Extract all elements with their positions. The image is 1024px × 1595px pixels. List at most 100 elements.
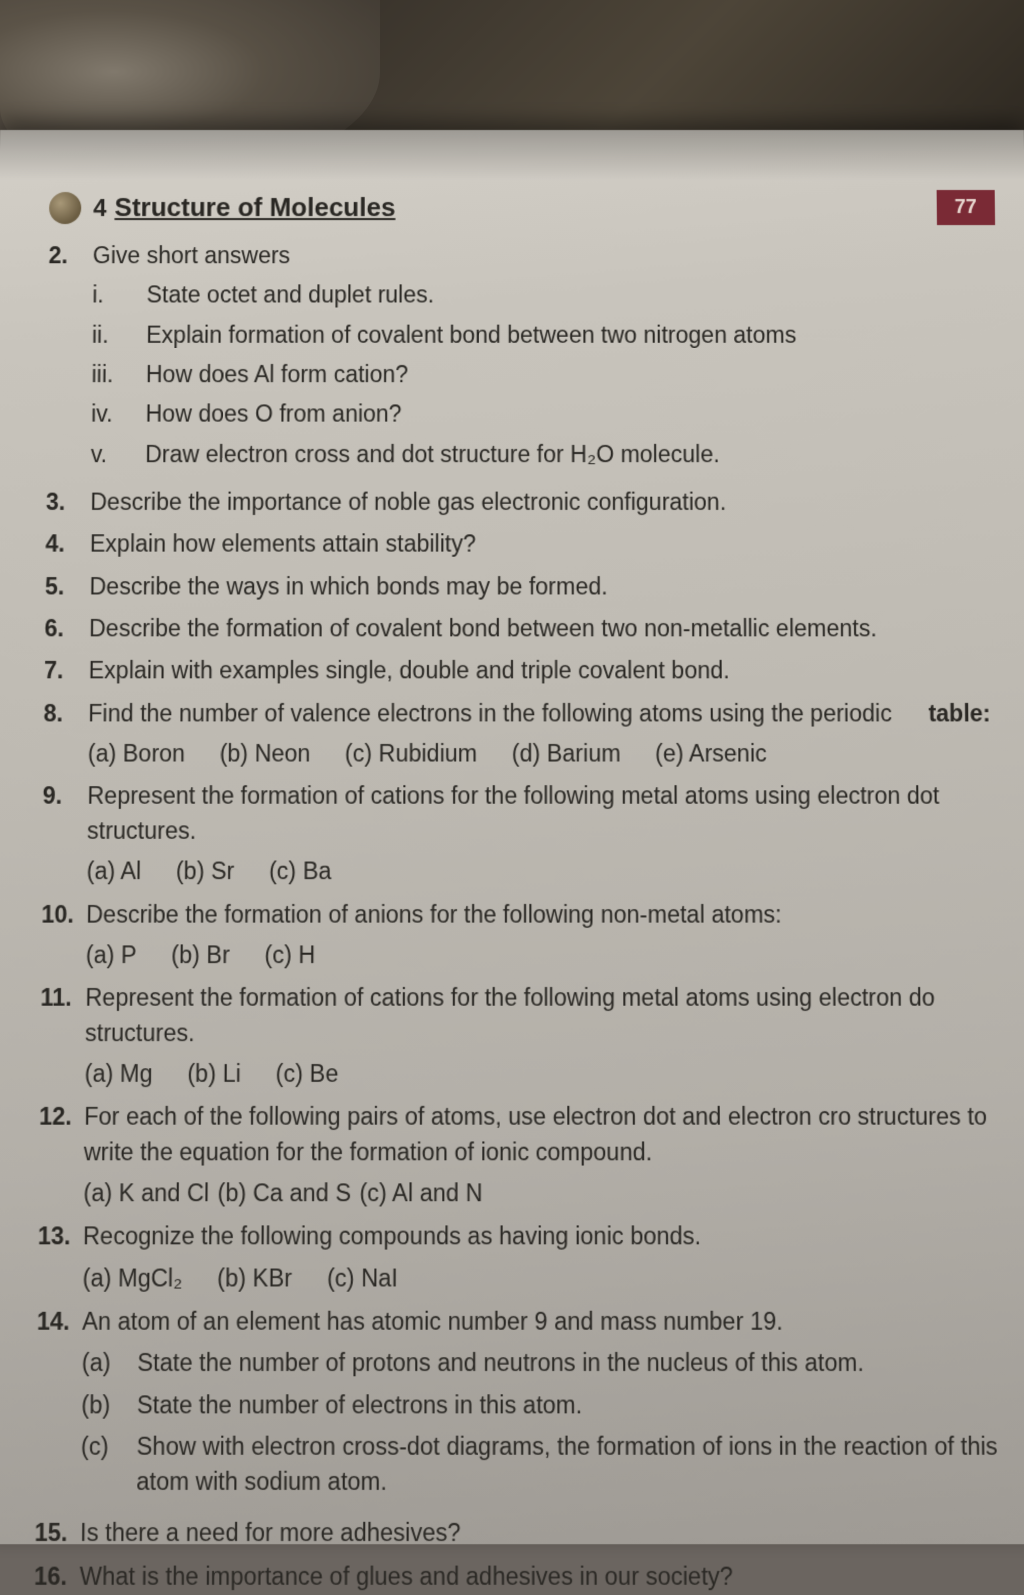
- question-text: Find the number of valence electrons in …: [88, 697, 1001, 731]
- question-item: 5.Describe the ways in which bonds may b…: [45, 570, 1000, 604]
- question-body: For each of the following pairs of atoms…: [83, 1100, 1006, 1211]
- sub-question-list: i.State octet and duplet rules. ii.Explai…: [91, 279, 998, 472]
- sub-question-item: iv.How does O from anion?: [91, 398, 997, 432]
- sub-question-list: (a)State the number of protons and neutr…: [80, 1346, 1009, 1500]
- question-number: 15.: [34, 1515, 80, 1551]
- sub-question-item: iii.How does Al form cation?: [91, 358, 997, 392]
- option-list: (a) K and Cl(b) Ca and S(c) Al and N: [83, 1176, 1006, 1211]
- option-item: (b) Neon: [219, 737, 310, 771]
- option-item: (a) MgCl₂: [82, 1261, 182, 1296]
- question-text: Give short answers: [93, 239, 996, 272]
- option-list: (a) Mg(b) Li(c) Be: [84, 1057, 1005, 1092]
- question-item: 8.Find the number of valence electrons i…: [43, 697, 1001, 772]
- question-item: 9.Represent the formation of cations for…: [42, 779, 1003, 888]
- question-item: 12.For each of the following pairs of at…: [38, 1100, 1006, 1211]
- sub-question-text: Explain formation of covalent bond betwe…: [146, 318, 996, 352]
- question-item: 7.Explain with examples single, double a…: [44, 654, 1001, 688]
- option-item: (c) H: [264, 938, 315, 973]
- sub-question-text: Draw electron cross and dot structure fo…: [145, 438, 998, 472]
- question-number: 6.: [44, 612, 89, 646]
- question-item: 6.Describe the formation of covalent bon…: [44, 612, 1000, 646]
- question-number: 9.: [42, 779, 88, 888]
- question-body: Describe the formation of covalent bond …: [89, 612, 1000, 646]
- question-item: 16.What is the importance of glues and a…: [34, 1559, 1011, 1595]
- question-text: Describe the formation of anions for the…: [86, 897, 1003, 932]
- question-item: 4.Explain how elements attain stability?: [45, 528, 999, 562]
- question-text: Describe the formation of covalent bond …: [89, 612, 1000, 646]
- chapter-icon: [49, 192, 81, 224]
- sub-question-text: State octet and duplet rules.: [146, 279, 996, 313]
- chapter-number: 4: [93, 195, 107, 223]
- option-item: (d) Barium: [512, 737, 621, 771]
- question-body: Describe the formation of anions for the…: [86, 897, 1004, 972]
- question-body: An atom of an element has atomic number …: [80, 1304, 1010, 1506]
- question-number: 12.: [38, 1100, 84, 1211]
- chapter-title-block: 4 Structure of Molecules: [49, 192, 396, 224]
- question-item: 2.Give short answers i.State octet and du…: [46, 239, 998, 477]
- chapter-header: 4 Structure of Molecules 77: [49, 190, 995, 225]
- question-body: Represent the formation of cations for t…: [84, 981, 1005, 1092]
- option-item: (a) Boron: [88, 737, 186, 771]
- question-text: Describe the importance of noble gas ele…: [90, 486, 998, 520]
- question-text: Is there a need for more adhesives?: [80, 1515, 1010, 1551]
- option-item: (b) Sr: [176, 854, 235, 888]
- question-item: 13.Recognize the following compounds as …: [37, 1219, 1007, 1296]
- question-body: Represent the formation of cations for t…: [86, 779, 1002, 888]
- question-list: 2.Give short answers i.State octet and du…: [34, 239, 1011, 1595]
- option-item: (a) Mg: [84, 1057, 152, 1092]
- sub-question-item: ii.Explain formation of covalent bond be…: [92, 318, 997, 352]
- sub-question-number: i.: [92, 279, 147, 313]
- question-text: What is the importance of glues and adhe…: [79, 1559, 1010, 1595]
- option-list: (a) Boron(b) Neon(c) Rubidium(d) Barium(…: [88, 737, 1002, 771]
- question-body: Describe the ways in which bonds may be …: [89, 570, 999, 604]
- question-item: 3.Describe the importance of noble gas e…: [46, 486, 999, 520]
- question-text: Recognize the following compounds as hav…: [83, 1219, 1007, 1254]
- question-number: 10.: [41, 897, 87, 972]
- question-item: 11.Represent the formation of cations fo…: [39, 981, 1005, 1092]
- question-text: Represent the formation of cations for t…: [85, 981, 1005, 1050]
- sub-question-text: State the number of protons and neutrons…: [137, 1346, 1008, 1381]
- question-item: 15.Is there a need for more adhesives?: [34, 1515, 1010, 1551]
- question-item: 14.An atom of an element has atomic numb…: [35, 1304, 1010, 1506]
- question-number: 3.: [46, 486, 91, 520]
- sub-question-text: How does Al form cation?: [146, 358, 997, 392]
- option-list: (a) Al(b) Sr(c) Ba: [86, 854, 1002, 888]
- question-number: 8.: [43, 697, 88, 772]
- page-number-badge: 77: [936, 190, 995, 225]
- question-number: 11.: [39, 981, 85, 1092]
- sub-question-item: (a)State the number of protons and neutr…: [82, 1346, 1009, 1381]
- question-number: 7.: [44, 654, 89, 688]
- question-text: Explain how elements attain stability?: [90, 528, 999, 562]
- chapter-title: Structure of Molecules: [114, 192, 395, 223]
- question-number: 2.: [46, 239, 93, 477]
- question-body: Explain with examples single, double and…: [88, 654, 1000, 688]
- question-number: 16.: [34, 1559, 80, 1595]
- option-item: (c) Be: [276, 1057, 339, 1092]
- question-text: Describe the ways in which bonds may be …: [89, 570, 999, 604]
- sub-question-number: (c): [80, 1429, 136, 1500]
- question-body: Recognize the following compounds as hav…: [82, 1219, 1007, 1296]
- question-body: Find the number of valence electrons in …: [88, 697, 1002, 772]
- question-number: 13.: [37, 1219, 83, 1296]
- sub-question-item: (c)Show with electron cross-dot diagrams…: [80, 1429, 1009, 1500]
- question-text: An atom of an element has atomic number …: [82, 1304, 1008, 1339]
- option-list: (a) MgCl₂(b) KBr(c) NaI: [82, 1261, 1007, 1296]
- question-number: 5.: [45, 570, 90, 604]
- question-number: 4.: [45, 528, 90, 562]
- question-text: For each of the following pairs of atoms…: [84, 1100, 1006, 1170]
- question-number: 14.: [35, 1304, 82, 1506]
- question-body: Explain how elements attain stability?: [90, 528, 999, 562]
- option-item: (c) Rubidium: [345, 737, 477, 771]
- option-item: (a) P: [86, 938, 137, 973]
- sub-question-number: (b): [81, 1388, 137, 1423]
- sub-question-item: i.State octet and duplet rules.: [92, 279, 996, 313]
- question-text: Represent the formation of cations for t…: [87, 779, 1002, 848]
- sub-question-number: iii.: [91, 358, 146, 392]
- textbook-page: 4 Structure of Molecules 77 2.Give short…: [0, 130, 1024, 1544]
- sub-question-item: (b)State the number of electrons in this…: [81, 1388, 1009, 1423]
- option-item: (c) Ba: [269, 854, 332, 888]
- question-trail: table:: [928, 697, 991, 731]
- question-body: What is the importance of glues and adhe…: [79, 1559, 1010, 1595]
- question-text: Explain with examples single, double and…: [88, 654, 1000, 688]
- sub-question-number: (a): [82, 1346, 138, 1381]
